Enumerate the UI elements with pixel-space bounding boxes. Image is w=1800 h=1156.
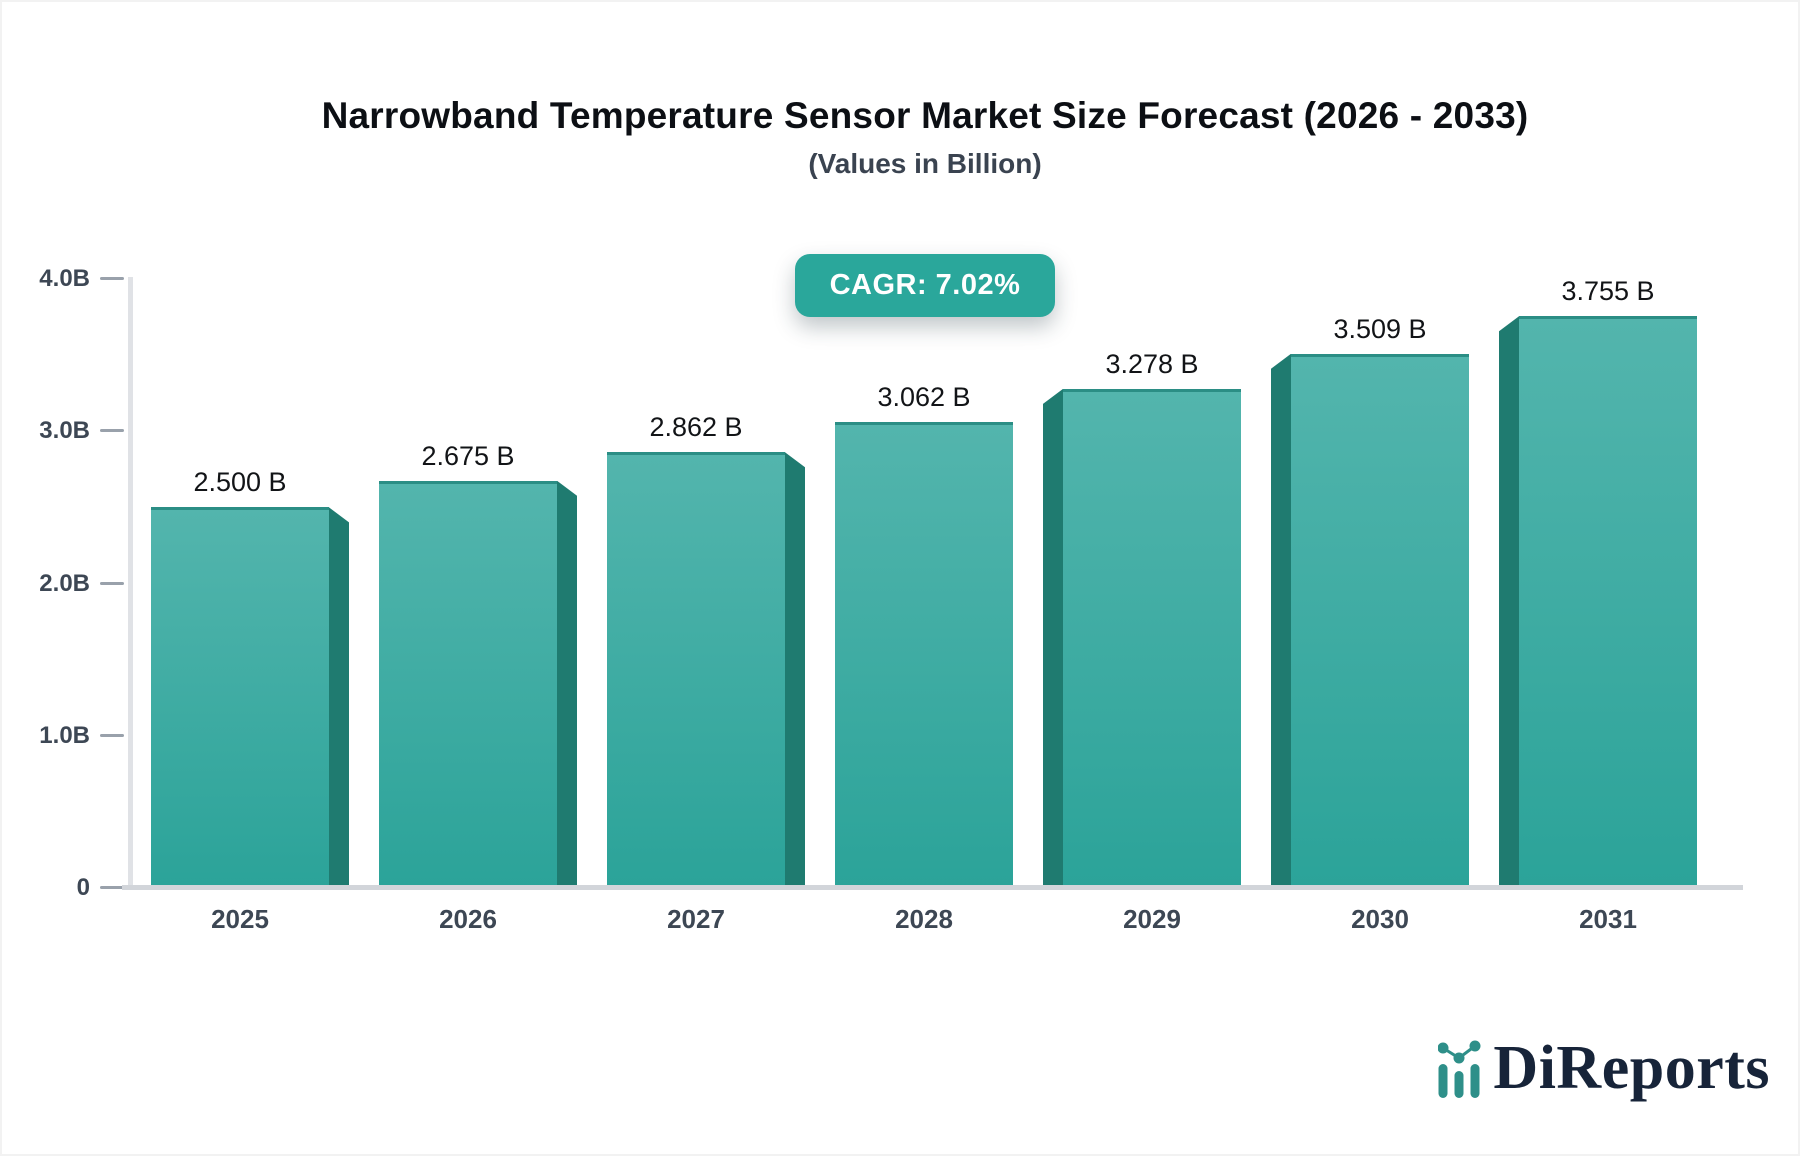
y-axis-tick-label: 4.0B (39, 265, 90, 292)
bar-chart-logo-icon (1438, 1040, 1481, 1098)
bar-value-label: 3.509 B (1333, 313, 1427, 344)
bar-side-face (1499, 316, 1519, 888)
brand-logo-text: DiReports (1493, 1034, 1770, 1102)
bar-2028 (835, 421, 1013, 888)
bar-value-label: 2.675 B (421, 440, 515, 471)
bar-value-label: 3.278 B (1105, 348, 1199, 379)
x-axis-line (122, 885, 1743, 890)
y-axis-line (128, 277, 133, 888)
bar-side-face (329, 507, 349, 888)
y-axis-tick-mark (100, 581, 124, 585)
bar-2030 (1291, 353, 1469, 888)
x-axis-tick-label: 2025 (211, 904, 269, 934)
x-axis-tick-label: 2028 (895, 904, 953, 934)
header: Narrowband Temperature Sensor Market Siz… (0, 94, 1800, 138)
page-subtitle: (Values in Billion) (808, 148, 1042, 179)
x-axis-tick-label: 2027 (667, 904, 725, 934)
brand-logo: DiReports (1438, 1034, 1770, 1102)
bar-side-face (557, 480, 577, 888)
cagr-badge: CAGR: 7.02% (794, 254, 1056, 317)
x-axis-tick-label: 2029 (1123, 904, 1181, 934)
x-axis-tick-label: 2031 (1579, 904, 1637, 934)
bar-2025 (151, 507, 329, 888)
y-axis-tick-label: 1.0B (39, 721, 90, 749)
y-axis-tick-mark (100, 733, 124, 737)
bar-2031 (1519, 316, 1697, 888)
bar-value-label: 3.062 B (877, 381, 971, 412)
bar-side-face (785, 452, 805, 888)
y-axis-tick-mark (100, 277, 124, 280)
bar-value-label: 3.755 B (1561, 276, 1655, 307)
bar-2029 (1063, 388, 1241, 888)
bar-2027 (607, 452, 785, 888)
y-axis-tick-label: 2.0B (39, 569, 90, 597)
bar-side-face (1043, 388, 1063, 888)
y-axis-tick-label: 3.0B (39, 417, 90, 445)
y-axis-tick-label: 0 (76, 874, 90, 901)
page-title: Narrowband Temperature Sensor Market Siz… (321, 95, 1529, 136)
y-axis-tick-mark (100, 429, 124, 433)
x-axis-tick-label: 2030 (1351, 904, 1409, 934)
bar-value-label: 2.500 B (193, 467, 287, 498)
bar-side-face (1271, 353, 1291, 888)
y-axis-tick-mark (100, 886, 124, 889)
bar-2026 (379, 480, 557, 888)
bar-value-label: 2.862 B (649, 412, 743, 443)
x-axis-tick-label: 2026 (439, 904, 497, 934)
